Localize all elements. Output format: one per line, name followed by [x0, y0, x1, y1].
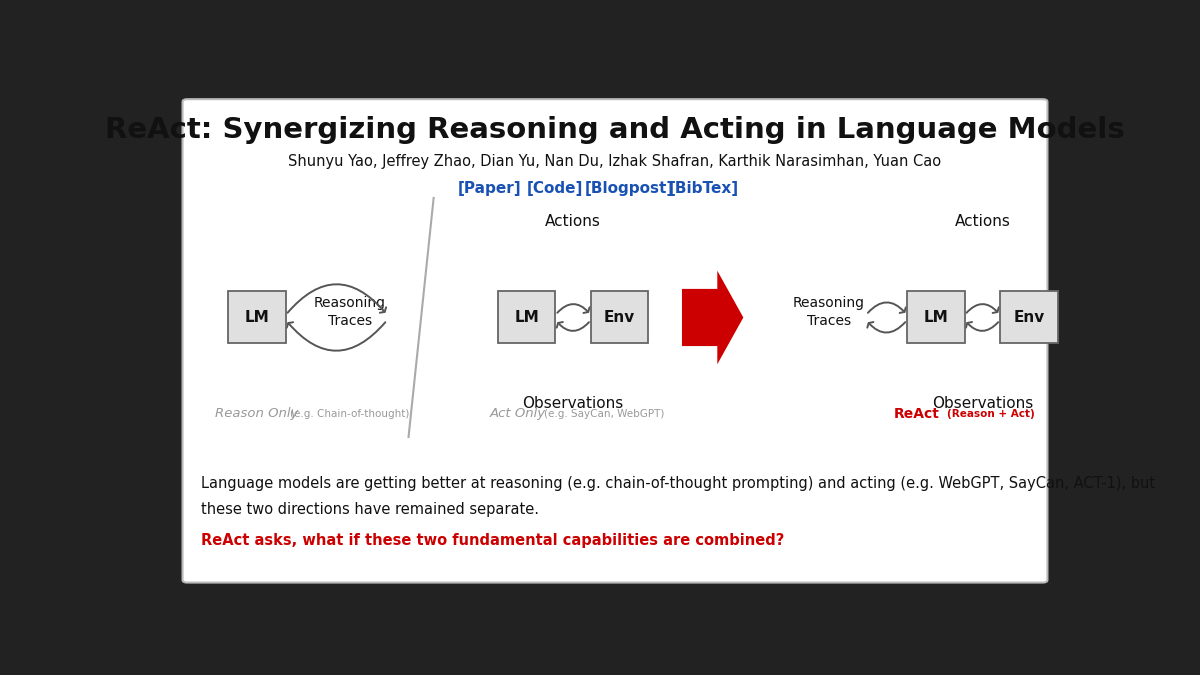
- Text: ReAct: ReAct: [894, 406, 940, 421]
- Text: Actions: Actions: [954, 214, 1010, 229]
- Text: ReAct asks, what if these two fundamental capabilities are combined?: ReAct asks, what if these two fundamenta…: [202, 533, 785, 549]
- Text: Observations: Observations: [931, 396, 1033, 411]
- Text: [Paper]: [Paper]: [457, 181, 521, 196]
- FancyBboxPatch shape: [182, 99, 1048, 583]
- Text: (e.g. Chain-of-thought): (e.g. Chain-of-thought): [290, 408, 409, 418]
- Text: these two directions have remained separate.: these two directions have remained separ…: [202, 502, 539, 517]
- Text: Shunyu Yao, Jeffrey Zhao, Dian Yu, Nan Du, Izhak Shafran, Karthik Narasimhan, Yu: Shunyu Yao, Jeffrey Zhao, Dian Yu, Nan D…: [288, 154, 942, 169]
- Text: Observations: Observations: [522, 396, 624, 411]
- Bar: [907, 292, 965, 344]
- Polygon shape: [682, 271, 743, 364]
- Text: Env: Env: [604, 310, 635, 325]
- Bar: [590, 292, 648, 344]
- Text: Env: Env: [1013, 310, 1044, 325]
- Text: [BibTex]: [BibTex]: [668, 181, 738, 196]
- Text: LM: LM: [924, 310, 948, 325]
- Text: Reason Only: Reason Only: [215, 407, 299, 420]
- Bar: [498, 292, 556, 344]
- Text: Reasoning
Traces: Reasoning Traces: [793, 296, 865, 329]
- Text: Reasoning
Traces: Reasoning Traces: [314, 296, 386, 329]
- Text: (Reason + Act): (Reason + Act): [947, 408, 1034, 418]
- Text: [Code]: [Code]: [527, 181, 583, 196]
- Text: Act Only: Act Only: [490, 407, 546, 420]
- Text: Language models are getting better at reasoning (e.g. chain-of-thought prompting: Language models are getting better at re…: [202, 477, 1156, 491]
- Bar: [228, 292, 286, 344]
- Text: LM: LM: [245, 310, 269, 325]
- Text: ReAct: Synergizing Reasoning and Acting in Language Models: ReAct: Synergizing Reasoning and Acting …: [106, 116, 1124, 144]
- Text: Actions: Actions: [545, 214, 601, 229]
- Text: (e.g. SayCan, WebGPT): (e.g. SayCan, WebGPT): [544, 408, 664, 418]
- Text: LM: LM: [515, 310, 539, 325]
- Text: [Blogpost]: [Blogpost]: [584, 181, 673, 196]
- Bar: [1000, 292, 1057, 344]
